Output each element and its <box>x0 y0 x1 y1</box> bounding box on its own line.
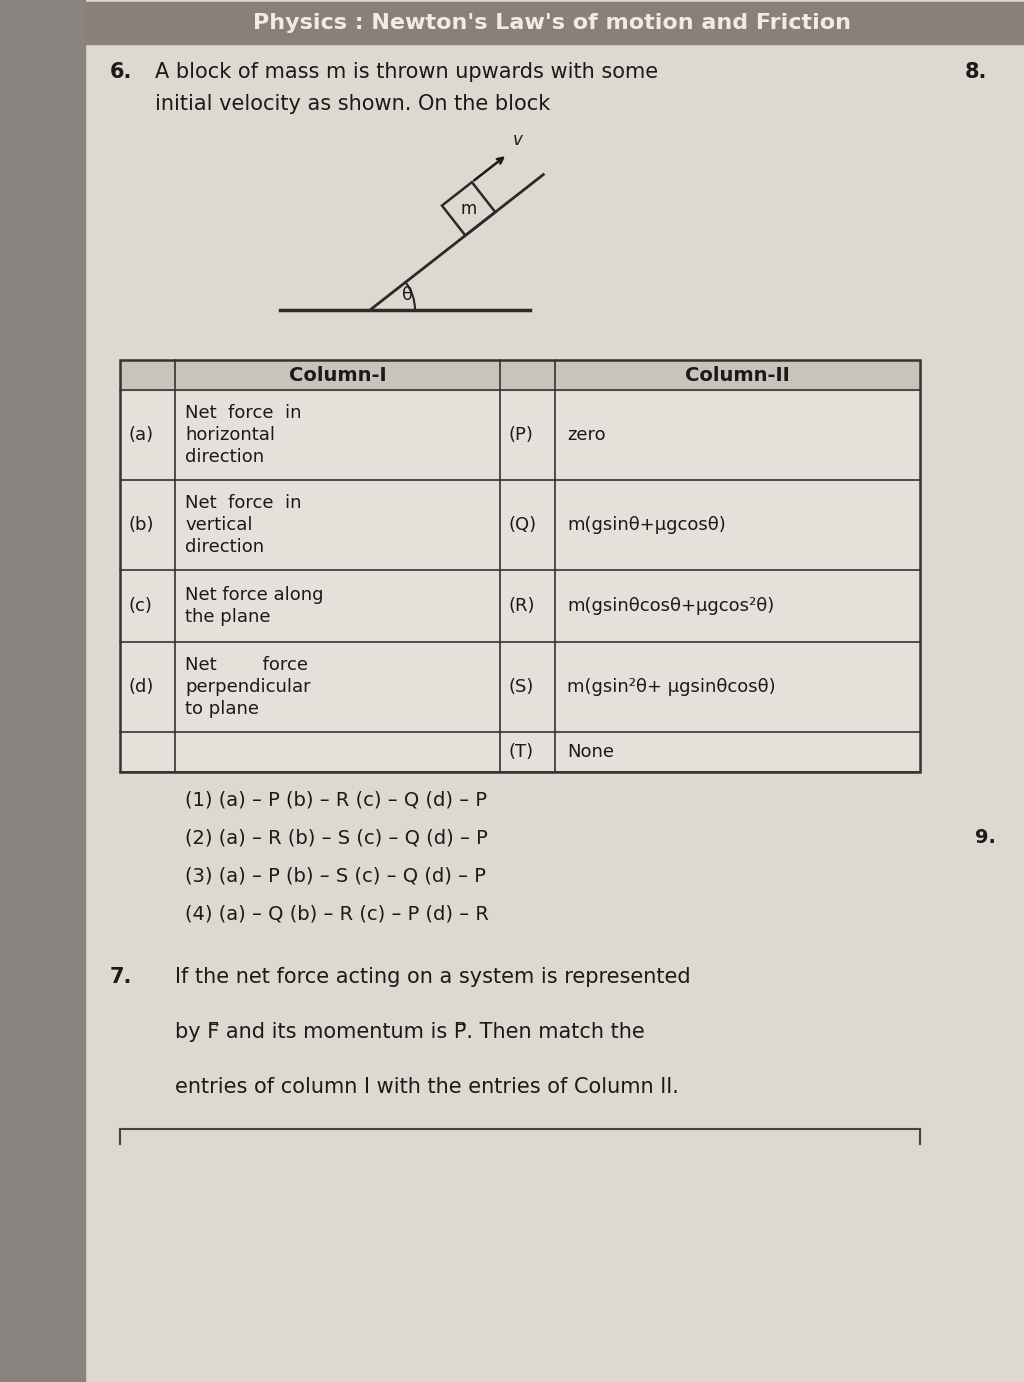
Text: zero: zero <box>567 426 605 444</box>
Text: direction: direction <box>185 448 264 466</box>
Text: to plane: to plane <box>185 701 259 719</box>
Text: 9.: 9. <box>975 828 996 847</box>
Text: v: v <box>512 131 522 149</box>
Text: (1) (a) – P (b) – R (c) – Q (d) – P: (1) (a) – P (b) – R (c) – Q (d) – P <box>185 791 487 808</box>
Text: Physics : Newton's Law's of motion and Friction: Physics : Newton's Law's of motion and F… <box>253 12 851 33</box>
Text: perpendicular: perpendicular <box>185 679 310 697</box>
Text: (a): (a) <box>128 426 154 444</box>
Text: (d): (d) <box>128 679 154 697</box>
Text: None: None <box>567 744 614 761</box>
Text: 7.: 7. <box>110 967 132 987</box>
Text: the plane: the plane <box>185 608 270 626</box>
Text: Net        force: Net force <box>185 656 308 674</box>
Text: (c): (c) <box>128 597 152 615</box>
Text: If the net force acting on a system is represented: If the net force acting on a system is r… <box>175 967 690 987</box>
Text: 6.: 6. <box>110 62 132 82</box>
Text: Column-II: Column-II <box>685 365 790 384</box>
Text: m(gsin²θ+ μgsinθcosθ): m(gsin²θ+ μgsinθcosθ) <box>567 679 775 697</box>
Text: A block of mass m is thrown upwards with some: A block of mass m is thrown upwards with… <box>155 62 658 82</box>
Text: Column-I: Column-I <box>289 365 386 384</box>
Text: Net force along: Net force along <box>185 586 324 604</box>
Text: horizontal: horizontal <box>185 426 275 444</box>
Text: (4) (a) – Q (b) – R (c) – P (d) – R: (4) (a) – Q (b) – R (c) – P (d) – R <box>185 904 488 923</box>
Bar <box>120 359 920 773</box>
Text: m: m <box>461 200 477 218</box>
Bar <box>120 359 920 773</box>
Text: initial velocity as shown. On the block: initial velocity as shown. On the block <box>155 94 550 113</box>
Text: direction: direction <box>185 538 264 556</box>
Text: vertical: vertical <box>185 515 253 533</box>
Text: 8.: 8. <box>965 62 987 82</box>
Text: (3) (a) – P (b) – S (c) – Q (d) – P: (3) (a) – P (b) – S (c) – Q (d) – P <box>185 867 485 884</box>
Text: Net  force  in: Net force in <box>185 404 301 422</box>
Text: by F⃗ and its momentum is P⃗. Then match the: by F⃗ and its momentum is P⃗. Then match… <box>175 1023 645 1042</box>
Text: Net  force  in: Net force in <box>185 493 301 511</box>
Bar <box>85 1 1024 44</box>
Text: θ: θ <box>402 286 413 304</box>
Text: (T): (T) <box>508 744 534 761</box>
Text: (2) (a) – R (b) – S (c) – Q (d) – P: (2) (a) – R (b) – S (c) – Q (d) – P <box>185 828 487 847</box>
Text: (P): (P) <box>508 426 532 444</box>
Text: entries of column I with the entries of Column II.: entries of column I with the entries of … <box>175 1077 679 1097</box>
Text: m(gsinθcosθ+μgcos²θ): m(gsinθcosθ+μgcos²θ) <box>567 597 774 615</box>
Text: (S): (S) <box>508 679 534 697</box>
Text: (b): (b) <box>128 515 154 533</box>
Text: m(gsinθ+μgcosθ): m(gsinθ+μgcosθ) <box>567 515 726 533</box>
Text: (R): (R) <box>508 597 535 615</box>
Bar <box>0 0 85 1382</box>
Bar <box>120 359 920 390</box>
Text: (Q): (Q) <box>508 515 537 533</box>
